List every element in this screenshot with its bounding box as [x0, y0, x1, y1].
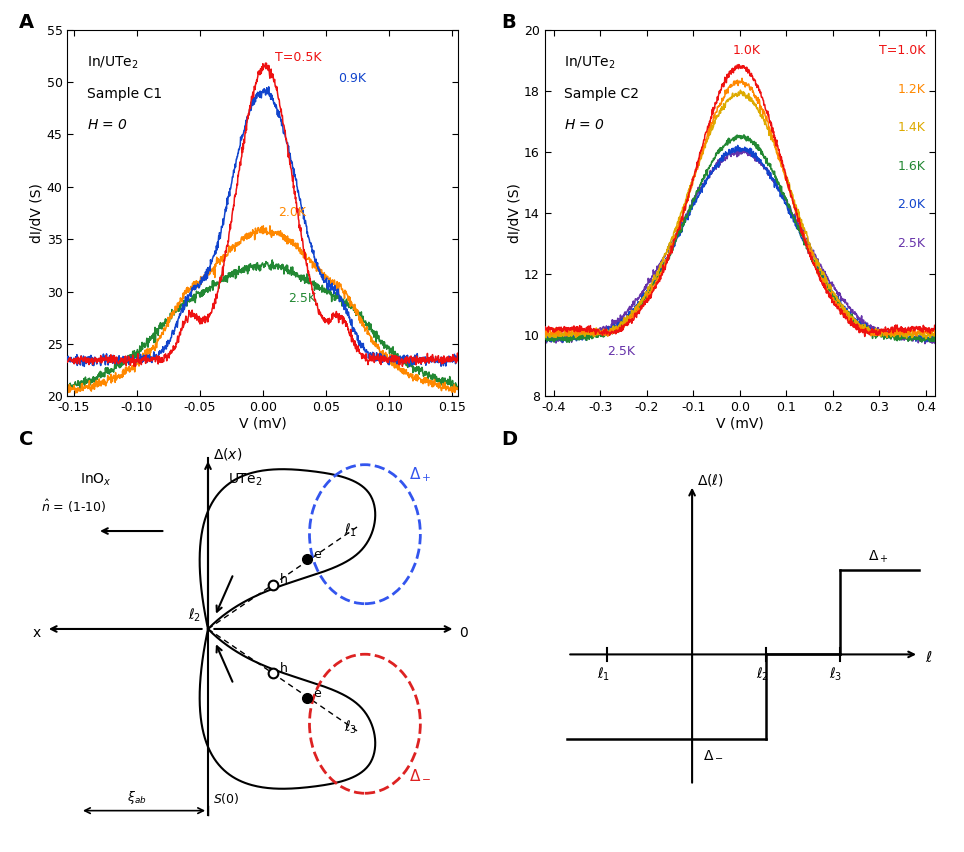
- Text: 2.0K: 2.0K: [897, 199, 925, 211]
- Text: 2.5K: 2.5K: [288, 292, 316, 305]
- Text: $\ell_2$: $\ell_2$: [756, 666, 769, 683]
- Text: InO$_x$: InO$_x$: [80, 472, 112, 488]
- Text: 1.2K: 1.2K: [897, 83, 925, 96]
- X-axis label: V (mV): V (mV): [716, 417, 763, 431]
- Text: Sample C1: Sample C1: [87, 87, 162, 101]
- Text: x: x: [33, 626, 40, 640]
- Text: In/UTe$_2$: In/UTe$_2$: [564, 55, 616, 71]
- Y-axis label: dI/dV (S): dI/dV (S): [30, 183, 43, 243]
- Text: 1.4K: 1.4K: [897, 121, 925, 135]
- Text: C: C: [19, 430, 34, 449]
- Text: 2.5K: 2.5K: [607, 345, 635, 358]
- Text: $\Delta_+$: $\Delta_+$: [868, 549, 889, 565]
- Text: $\ell_3$: $\ell_3$: [829, 666, 843, 683]
- Text: $\ell$: $\ell$: [924, 650, 932, 665]
- Text: 0.9K: 0.9K: [338, 72, 366, 85]
- Text: Sample C2: Sample C2: [564, 87, 639, 101]
- Y-axis label: dI/dV (S): dI/dV (S): [507, 183, 522, 243]
- Text: D: D: [501, 430, 518, 449]
- Text: T=1.0K: T=1.0K: [879, 44, 925, 57]
- Text: $\ell_1$: $\ell_1$: [597, 666, 610, 683]
- Text: $\ell_3$: $\ell_3$: [344, 718, 358, 736]
- Text: $\ell_1$: $\ell_1$: [344, 521, 358, 538]
- Text: $\ell_2$: $\ell_2$: [188, 607, 201, 624]
- Text: $\xi_{ab}$: $\xi_{ab}$: [126, 789, 147, 806]
- Text: T=0.5K: T=0.5K: [276, 51, 322, 64]
- X-axis label: V (mV): V (mV): [239, 417, 286, 431]
- Text: B: B: [501, 13, 516, 32]
- Text: $\Delta(\ell)$: $\Delta(\ell)$: [697, 472, 723, 488]
- Text: e: e: [313, 548, 322, 561]
- Text: 0: 0: [459, 626, 468, 640]
- Text: e: e: [313, 687, 322, 699]
- Text: 1.6K: 1.6K: [897, 160, 925, 173]
- Text: $\hat{n}$ = (1-10): $\hat{n}$ = (1-10): [40, 498, 106, 515]
- Text: $S(0)$: $S(0)$: [213, 791, 240, 806]
- Text: 2.0K: 2.0K: [278, 206, 306, 219]
- Text: $H$ = 0: $H$ = 0: [564, 118, 605, 132]
- Text: $\Delta_-$: $\Delta_-$: [410, 767, 432, 782]
- Text: h: h: [280, 573, 287, 586]
- Text: 1.0K: 1.0K: [733, 44, 761, 57]
- Text: A: A: [19, 13, 35, 32]
- Text: $\Delta_-$: $\Delta_-$: [704, 746, 724, 761]
- Text: $H$ = 0: $H$ = 0: [87, 118, 128, 132]
- Text: UTe$_2$: UTe$_2$: [228, 472, 263, 488]
- Text: $\Delta_+$: $\Delta_+$: [410, 465, 432, 484]
- Text: 2.5K: 2.5K: [897, 237, 925, 250]
- Text: $\Delta(x)$: $\Delta(x)$: [213, 446, 242, 462]
- Text: In/UTe$_2$: In/UTe$_2$: [87, 55, 139, 71]
- Text: h: h: [280, 662, 287, 675]
